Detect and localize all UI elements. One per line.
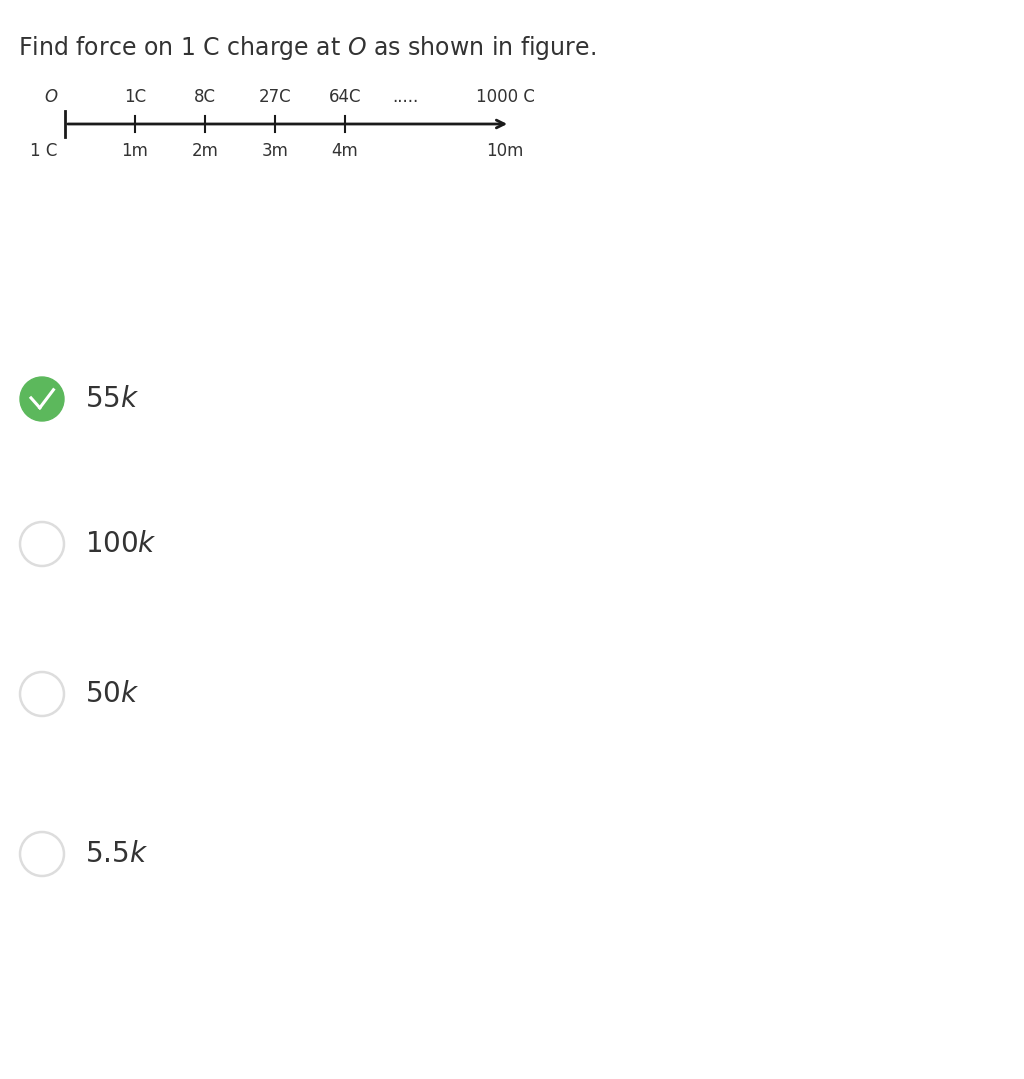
Text: 10m: 10m bbox=[486, 142, 523, 160]
Text: 1 C: 1 C bbox=[30, 142, 57, 160]
Text: 1000 C: 1000 C bbox=[475, 88, 535, 106]
Text: 4m: 4m bbox=[332, 142, 358, 160]
Text: 50$k$: 50$k$ bbox=[85, 680, 139, 708]
Text: 1m: 1m bbox=[122, 142, 148, 160]
Circle shape bbox=[20, 377, 63, 421]
Text: 64C: 64C bbox=[329, 88, 361, 106]
Text: 5.5$k$: 5.5$k$ bbox=[85, 839, 148, 868]
Text: Find force on 1 C charge at $\mathit{O}$ as shown in figure.: Find force on 1 C charge at $\mathit{O}$… bbox=[18, 35, 596, 62]
Text: 8C: 8C bbox=[194, 88, 216, 106]
Text: O: O bbox=[44, 88, 57, 106]
Text: .....: ..... bbox=[392, 88, 418, 106]
Text: 3m: 3m bbox=[261, 142, 289, 160]
Text: 100$k$: 100$k$ bbox=[85, 530, 157, 558]
Text: 27C: 27C bbox=[259, 88, 291, 106]
Text: 2m: 2m bbox=[191, 142, 218, 160]
Text: 55$k$: 55$k$ bbox=[85, 385, 139, 413]
Text: 1C: 1C bbox=[124, 88, 146, 106]
